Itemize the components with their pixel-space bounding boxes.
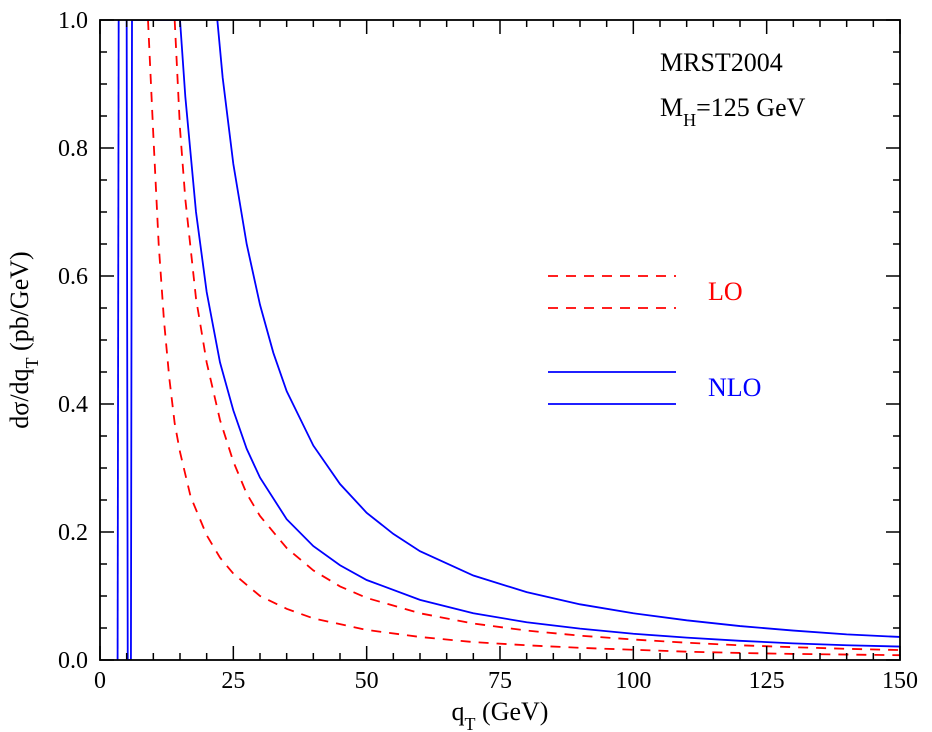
y-tick-label: 0.8	[58, 136, 88, 162]
x-tick-label: 0	[94, 668, 106, 694]
series-NLO_lower	[118, 20, 119, 660]
x-tick-label: 50	[355, 668, 379, 694]
x-tick-label: 100	[615, 668, 651, 694]
y-tick-label: 0.2	[58, 520, 88, 546]
x-tick-label: 125	[749, 668, 785, 694]
y-tick-label: 0.0	[58, 648, 88, 674]
y-tick-label: 1.0	[58, 8, 88, 34]
x-tick-label: 75	[488, 668, 512, 694]
x-tick-label: 25	[221, 668, 245, 694]
annotation-pdfset: MRST2004	[660, 48, 783, 77]
x-tick-label: 150	[882, 668, 918, 694]
chart-svg: 02550751001251500.00.20.40.60.81.0qT (Ge…	[0, 0, 932, 732]
y-tick-label: 0.4	[58, 392, 88, 418]
legend-label-lo: LO	[708, 277, 743, 306]
y-tick-label: 0.6	[58, 264, 88, 290]
legend-label-nlo: NLO	[708, 373, 761, 402]
chart-container: 02550751001251500.00.20.40.60.81.0qT (Ge…	[0, 0, 932, 732]
